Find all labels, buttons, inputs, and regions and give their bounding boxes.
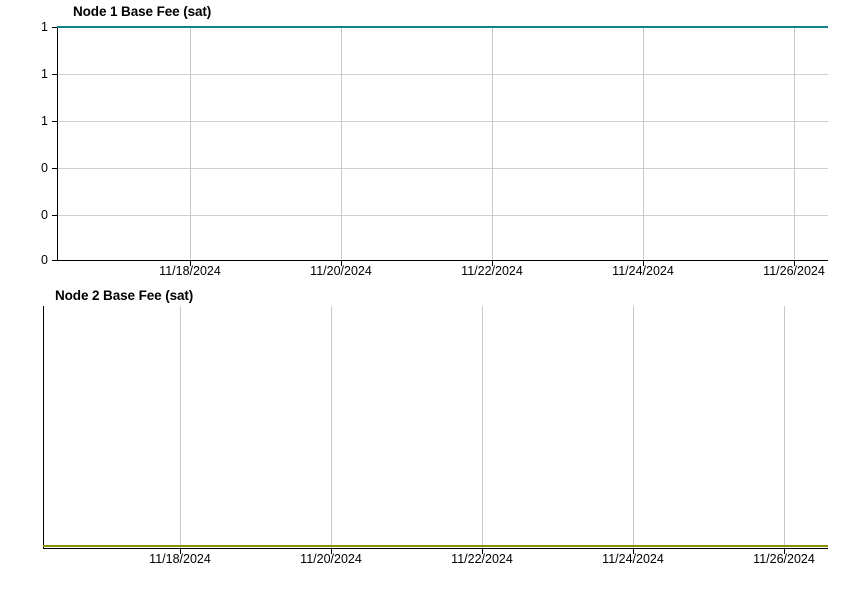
chart-1-gridline-h — [58, 74, 828, 75]
chart-1-y-tick — [52, 168, 57, 169]
chart-2-x-tick-label: 11/22/2024 — [451, 552, 513, 566]
chart-1-y-tick — [52, 215, 57, 216]
chart-2-y-axis-line — [43, 306, 44, 549]
chart-1-y-tick — [52, 74, 57, 75]
chart-2-gridline-v — [331, 306, 332, 548]
chart-1-gridline-h — [58, 168, 828, 169]
chart-1-title: Node 1 Base Fee (sat) — [73, 4, 212, 19]
chart-1-x-tick — [341, 261, 342, 266]
chart-1-y-tick-label: 1 — [41, 20, 48, 34]
chart-2-x-tick-label: 11/24/2024 — [602, 552, 664, 566]
chart-2-x-tick-label: 11/18/2024 — [149, 552, 211, 566]
chart-1-x-axis-line — [57, 260, 828, 261]
chart-1-y-tick-label: 0 — [41, 253, 48, 267]
chart-1-gridline-v — [794, 27, 795, 260]
chart-2-gridline-v — [784, 306, 785, 548]
chart-2-title: Node 2 Base Fee (sat) — [55, 288, 194, 303]
chart-1-x-tick-label: 11/26/2024 — [763, 264, 825, 278]
chart-1-gridline-v — [643, 27, 644, 260]
chart-2-x-tick — [482, 549, 483, 554]
chart-1-y-tick-label: 0 — [41, 161, 48, 175]
chart-1-y-tick — [52, 121, 57, 122]
chart-1-x-tick — [794, 261, 795, 266]
chart-1-y-tick — [52, 260, 57, 261]
chart-2-x-tick — [784, 549, 785, 554]
chart-1-x-tick-label: 11/18/2024 — [159, 264, 221, 278]
chart-1-gridline-v — [341, 27, 342, 260]
chart-1-gridline-h — [58, 215, 828, 216]
chart-1-y-tick — [52, 27, 57, 28]
chart-2-x-axis-line — [43, 548, 828, 549]
chart-2-series-node-2-base-fee — [43, 545, 828, 547]
chart-1-y-tick-label: 0 — [41, 208, 48, 222]
chart-1-x-tick-label: 11/20/2024 — [310, 264, 372, 278]
chart-2-x-tick — [633, 549, 634, 554]
chart-2-gridline-v — [180, 306, 181, 548]
chart-2-gridline-v — [633, 306, 634, 548]
chart-1-x-tick — [492, 261, 493, 266]
chart-2-x-tick-label: 11/20/2024 — [300, 552, 362, 566]
chart-1-x-tick — [643, 261, 644, 266]
chart-2-x-tick — [331, 549, 332, 554]
chart-1-x-tick-label: 11/22/2024 — [461, 264, 523, 278]
chart-1-series-node-1-base-fee — [57, 26, 828, 28]
chart-1-gridline-h — [58, 121, 828, 122]
chart-1-gridline-v — [190, 27, 191, 260]
chart-1-y-axis-line — [57, 27, 58, 261]
chart-1-gridline-v — [492, 27, 493, 260]
chart-2-x-tick-label: 11/26/2024 — [753, 552, 815, 566]
chart-2-gridline-v — [482, 306, 483, 548]
chart-panel-node-1: Node 1 Base Fee (sat) 1 1 1 0 0 0 — [0, 0, 860, 290]
chart-panel-node-2: Node 2 Base Fee (sat) 11/18/2024 11/20/2… — [0, 288, 860, 600]
chart-2-x-tick — [180, 549, 181, 554]
chart-1-y-tick-label: 1 — [41, 67, 48, 81]
chart-1-x-tick — [190, 261, 191, 266]
chart-1-y-tick-label: 1 — [41, 114, 48, 128]
chart-1-x-tick-label: 11/24/2024 — [612, 264, 674, 278]
